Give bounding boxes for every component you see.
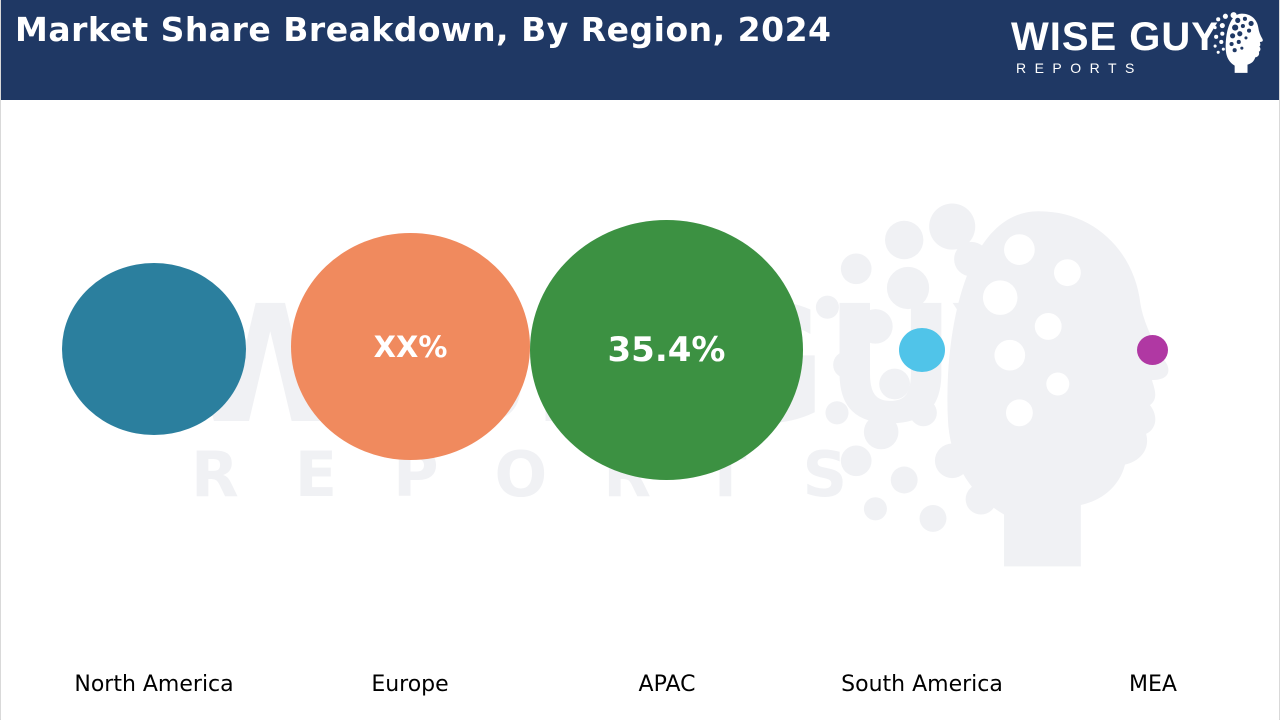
bubble-north-america: [62, 263, 246, 435]
logo-name: WISE GUY: [1010, 15, 1219, 59]
category-label-europe: Europe: [371, 672, 449, 697]
category-label-north-america: North America: [74, 672, 234, 697]
page-title: Market Share Breakdown, By Region, 2024: [15, 10, 832, 49]
category-label-mea: MEA: [1129, 672, 1177, 697]
bubble-chart: WISE GUY REPORTS: [1, 100, 1279, 720]
watermark-head-icon: [815, 203, 1169, 567]
category-label-apac: APAC: [638, 672, 696, 697]
category-label-south-america: South America: [841, 672, 1003, 697]
logo-wordmark: WISE GUY REPORTS: [1011, 17, 1219, 76]
watermark-subtitle: REPORTS: [191, 438, 904, 511]
brand-logo: WISE GUY REPORTS: [1011, 8, 1265, 82]
header-bar: Market Share Breakdown, By Region, 2024 …: [1, 0, 1279, 100]
wiseguy-head-icon: [1213, 12, 1263, 73]
bubble-mea: [1137, 335, 1168, 365]
logo-subtitle: REPORTS: [1015, 60, 1143, 76]
bubble-south-america: [899, 328, 945, 372]
bubble-value-label: XX%: [373, 329, 448, 364]
bubble-value-label: 35.4%: [607, 330, 726, 370]
bubble-apac: 35.4%: [530, 220, 803, 480]
bubble-europe: XX%: [291, 233, 530, 460]
